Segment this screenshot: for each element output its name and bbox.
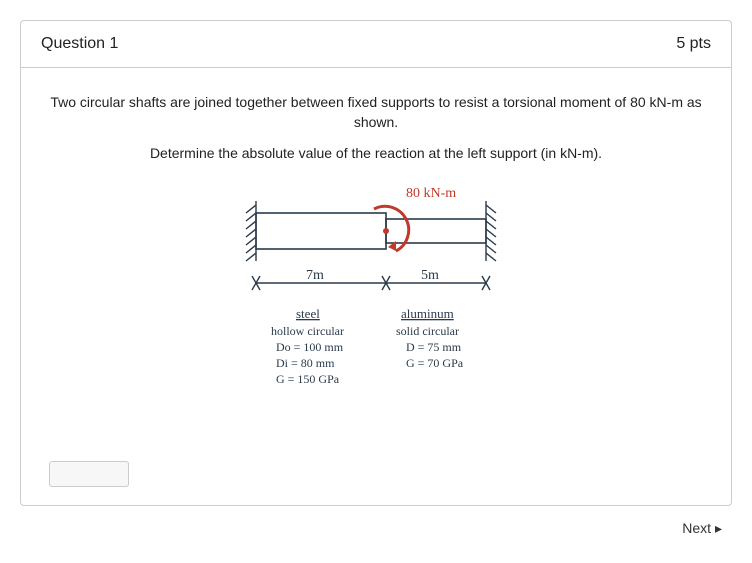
chevron-right-icon: ▸ bbox=[715, 520, 722, 536]
question-points: 5 pts bbox=[676, 35, 711, 53]
length-right: 5m bbox=[421, 268, 439, 283]
right-shaft bbox=[386, 219, 486, 243]
right-material: aluminum bbox=[401, 306, 454, 321]
right-G: G = 70 GPa bbox=[406, 356, 464, 370]
left-Di: Di = 80 mm bbox=[276, 356, 335, 370]
left-shaft bbox=[256, 213, 386, 249]
right-D: D = 75 mm bbox=[406, 340, 462, 354]
prompt-line-2: Determine the absolute value of the reac… bbox=[49, 143, 703, 163]
question-card: Question 1 5 pts Two circular shafts are… bbox=[20, 20, 732, 506]
right-annotations: aluminum solid circular D = 75 mm G = 70… bbox=[396, 306, 464, 370]
left-Do: Do = 100 mm bbox=[276, 340, 344, 354]
left-G: G = 150 GPa bbox=[276, 372, 340, 386]
left-annotations: steel hollow circular Do = 100 mm Di = 8… bbox=[271, 306, 344, 386]
left-material: steel bbox=[296, 306, 320, 321]
card-body: Two circular shafts are joined together … bbox=[21, 68, 731, 505]
answer-input[interactable] bbox=[49, 461, 129, 487]
figure-wrap: 80 kN-m 7m 5m ste bbox=[49, 173, 703, 433]
prompt-line-1: Two circular shafts are joined together … bbox=[49, 92, 703, 133]
right-desc: solid circular bbox=[396, 324, 459, 338]
right-support-icon bbox=[486, 201, 496, 261]
moment-label: 80 kN-m bbox=[406, 186, 456, 201]
question-title: Question 1 bbox=[41, 35, 118, 53]
card-header: Question 1 5 pts bbox=[21, 21, 731, 68]
next-label: Next bbox=[682, 520, 711, 536]
next-button[interactable]: Next ▸ bbox=[682, 520, 722, 537]
shaft-diagram: 80 kN-m 7m 5m ste bbox=[196, 173, 556, 433]
dimension-line bbox=[252, 276, 490, 290]
length-left: 7m bbox=[306, 268, 324, 283]
left-support-icon bbox=[246, 201, 256, 261]
footer: Next ▸ bbox=[20, 506, 732, 543]
left-desc: hollow circular bbox=[271, 324, 344, 338]
